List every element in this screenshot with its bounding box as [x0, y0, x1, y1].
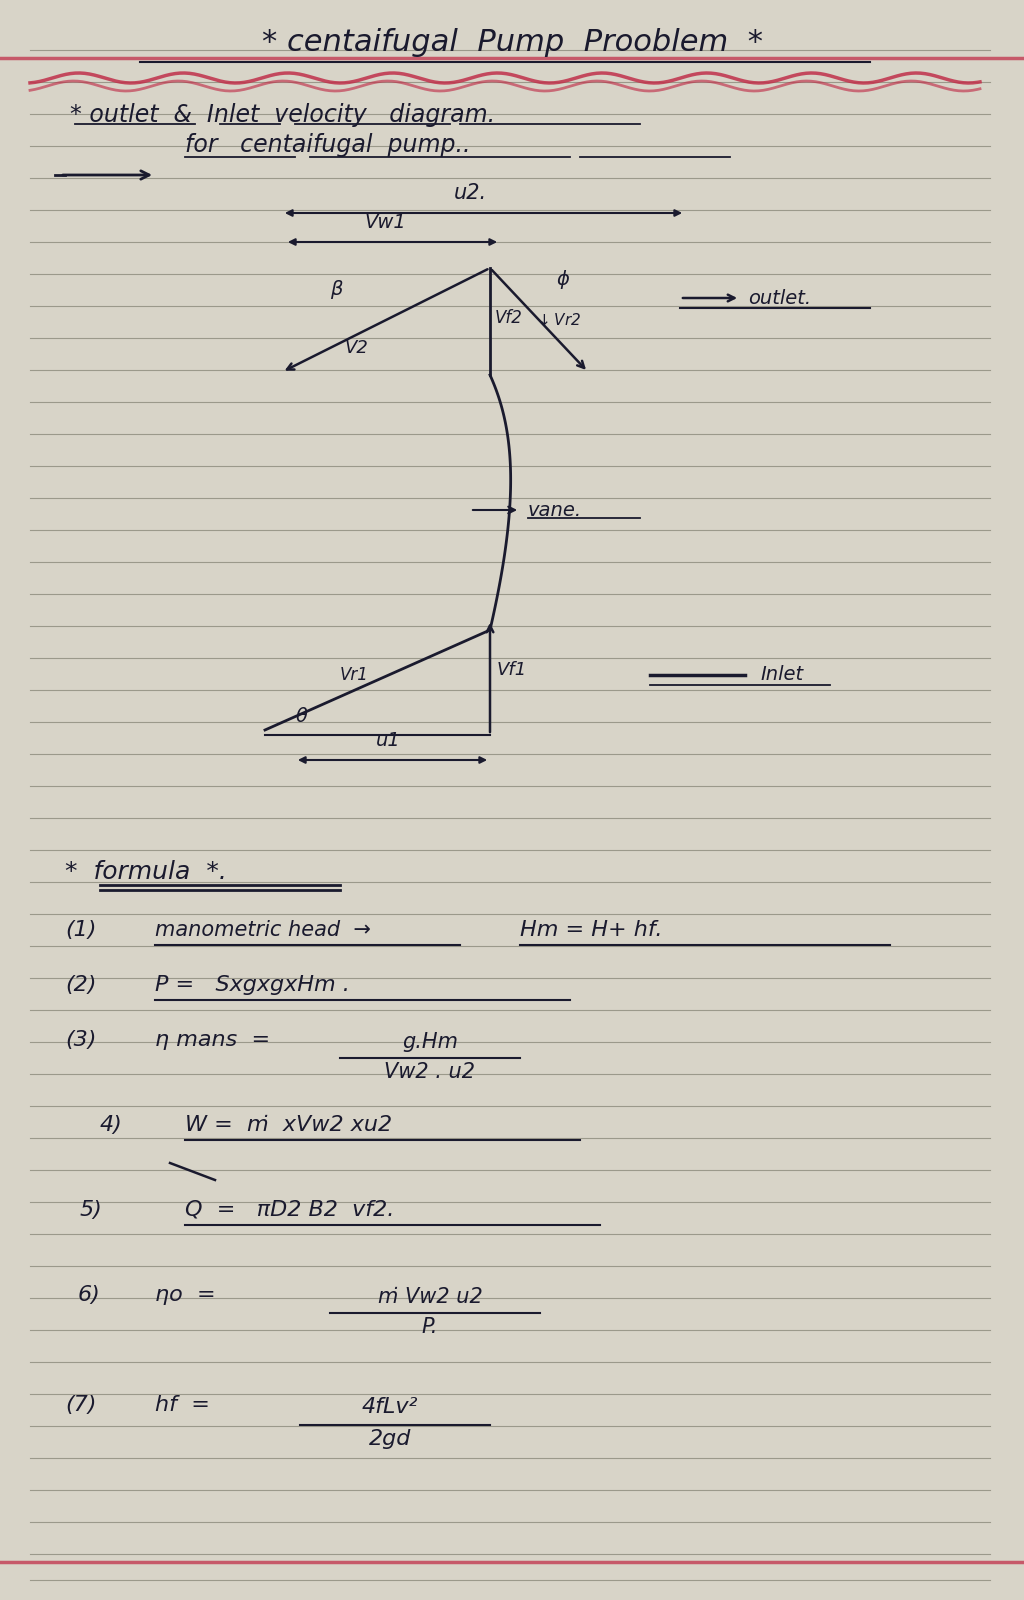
Text: 4fLv²: 4fLv²: [361, 1397, 418, 1418]
Text: for   centaifugal  pump..: for centaifugal pump..: [185, 133, 470, 157]
Text: outlet.: outlet.: [748, 288, 811, 307]
Text: (3): (3): [65, 1030, 96, 1050]
Text: Vr1: Vr1: [340, 666, 369, 685]
Text: η mans  =: η mans =: [155, 1030, 270, 1050]
Text: $\beta$: $\beta$: [330, 278, 344, 301]
Text: * outlet  &  Inlet  velocity   diagram.: * outlet & Inlet velocity diagram.: [70, 102, 496, 126]
Text: *  formula  *.: * formula *.: [65, 861, 227, 883]
Text: 5): 5): [80, 1200, 102, 1219]
Text: vane.: vane.: [528, 501, 582, 520]
Text: manometric head  →: manometric head →: [155, 920, 371, 939]
Text: $\phi$: $\phi$: [556, 267, 570, 291]
Text: g.Hm: g.Hm: [402, 1032, 458, 1053]
Text: Vw1: Vw1: [365, 213, 406, 232]
Text: u2.: u2.: [454, 182, 486, 203]
Text: 4): 4): [100, 1115, 123, 1134]
Text: P =   SxgxgxHm .: P = SxgxgxHm .: [155, 974, 350, 995]
Text: (1): (1): [65, 920, 96, 939]
Text: Vw2 . u2: Vw2 . u2: [384, 1062, 475, 1082]
Text: (7): (7): [65, 1395, 96, 1414]
Text: (2): (2): [65, 974, 96, 995]
Text: W =  ṁ  xVw2 xu2: W = ṁ xVw2 xu2: [185, 1115, 392, 1134]
Text: Q  =   πD2 B2  vf2.: Q = πD2 B2 vf2.: [185, 1200, 394, 1219]
Text: Inlet: Inlet: [760, 666, 803, 685]
Text: V2: V2: [345, 339, 369, 357]
Text: Vf2: Vf2: [495, 309, 523, 326]
Text: $\theta$: $\theta$: [295, 707, 308, 726]
Text: Hm = H+ hf.: Hm = H+ hf.: [520, 920, 663, 939]
Text: u1: u1: [376, 731, 400, 750]
Text: Vf1: Vf1: [497, 661, 527, 678]
Text: hf  =: hf =: [155, 1395, 210, 1414]
Text: $\downarrow$Vr2: $\downarrow$Vr2: [535, 312, 582, 328]
Text: 2gd: 2gd: [369, 1429, 412, 1450]
Text: ṁ Vw2 u2: ṁ Vw2 u2: [378, 1286, 482, 1307]
Text: 6): 6): [78, 1285, 100, 1306]
Text: P.: P.: [422, 1317, 438, 1338]
Text: * centaifugal  Pump  Prooblem  *: * centaifugal Pump Prooblem *: [261, 27, 763, 58]
Text: ηo  =: ηo =: [155, 1285, 216, 1306]
